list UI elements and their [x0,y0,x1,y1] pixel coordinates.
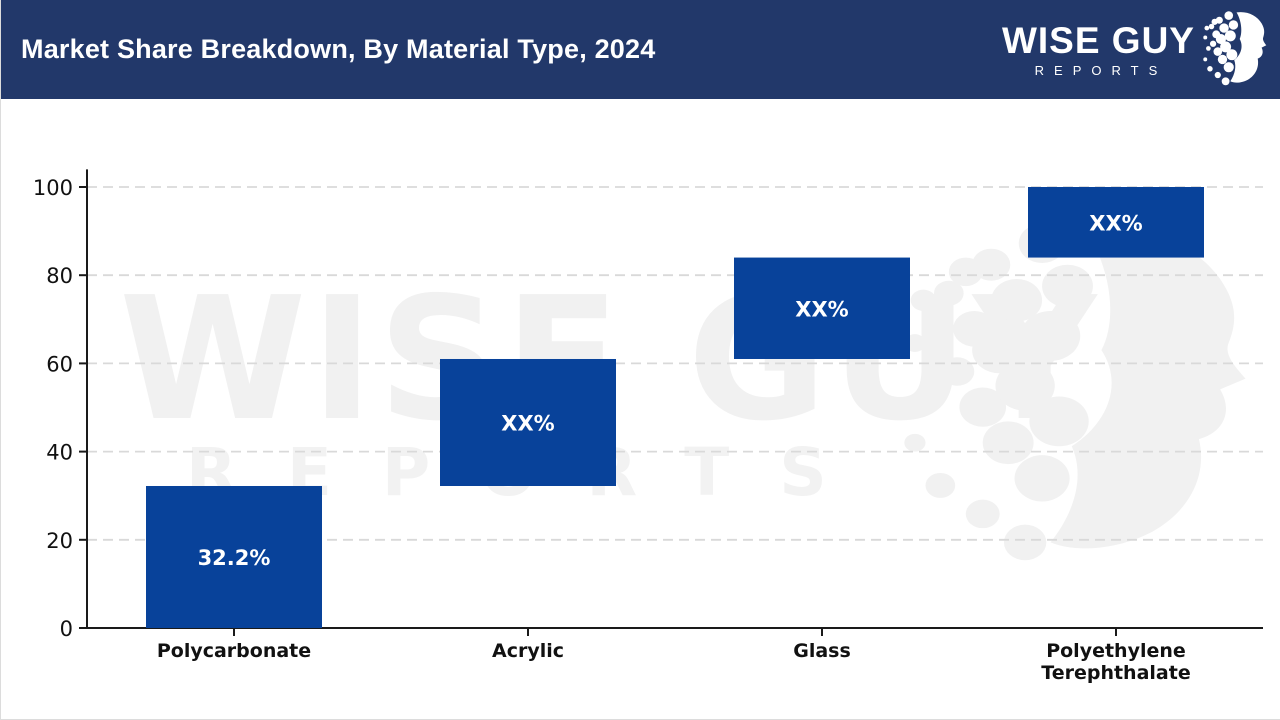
watermark-head-icon [904,223,1246,561]
x-category-label: Glass [793,640,851,662]
logo-wordmark: WISE GUY [1001,19,1195,61]
y-tick-label: 40 [46,441,73,465]
wise-guy-logo: WISE GUY REPORTS [1002,10,1271,90]
header-banner: Market Share Breakdown, By Material Type… [1,0,1280,99]
waterfall-chart: 0 20 40 60 80 100 32.2% Polycarbonate XX% Acrylic… [33,169,1263,684]
y-tick-label: 20 [46,529,73,553]
logo-text-block: WISE GUY REPORTS [1002,22,1195,78]
bar-acrylic [440,358,616,486]
y-tick-label: 80 [46,264,73,288]
y-tick-label: 100 [33,176,73,200]
bar-value-label: XX% [795,297,848,321]
page-title: Market Share Breakdown, By Material Type… [21,34,656,64]
bar-glass [734,257,910,359]
y-tick-label: 0 [60,617,73,641]
bar-polyethylene-terephthalate [1028,187,1204,258]
bar-value-label: XX% [501,411,554,435]
bar-value-label: XX% [1089,211,1142,235]
bar-value-label: 32.2% [198,546,271,570]
x-category-label: Polycarbonate [157,640,311,662]
x-category-label: Polyethylene Terephthalate [1041,640,1190,684]
dotted-head-icon [1203,10,1267,85]
logo-subtitle: REPORTS [1034,62,1168,78]
y-tick-label: 60 [46,352,73,376]
x-category-label: Acrylic [492,640,564,662]
bar-polycarbonate [146,485,322,628]
